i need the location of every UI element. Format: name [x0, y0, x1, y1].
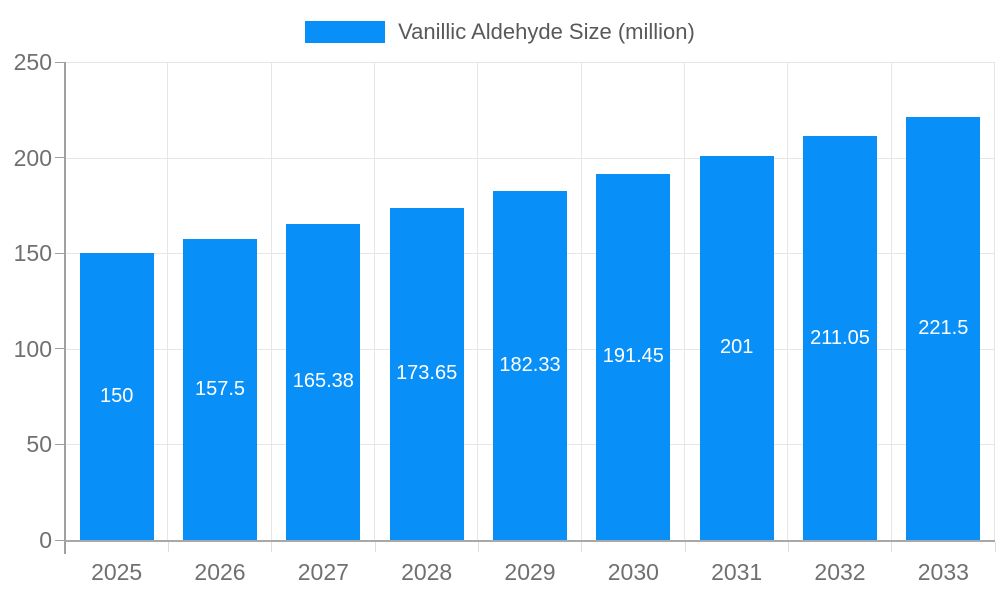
bar[interactable]: 211.05 — [803, 136, 877, 540]
bar-value-label: 173.65 — [396, 362, 458, 385]
bar[interactable]: 182.33 — [493, 191, 567, 540]
v-gridline — [167, 62, 169, 540]
h-gridline — [65, 62, 995, 63]
v-gridline — [374, 62, 375, 540]
bar[interactable]: 173.65 — [389, 207, 464, 540]
x-axis-tick — [684, 542, 686, 552]
bar[interactable]: 150 — [79, 253, 154, 540]
bar-value-label: 157.5 — [194, 377, 246, 400]
legend-label: Vanillic Aldehyde Size (million) — [398, 19, 695, 44]
h-gridline — [65, 157, 995, 159]
x-axis-label: 2028 — [401, 559, 453, 585]
plot-area: 150 157.5 165.38 173.65 182.33 191.45 201 211.0… — [65, 62, 995, 540]
bar[interactable]: 201 — [699, 155, 774, 540]
x-axis-tick — [477, 542, 479, 552]
y-axis-tick — [55, 61, 65, 63]
y-axis-tick — [55, 157, 65, 159]
bar-value-label: 191.45 — [602, 345, 664, 368]
bar-value-label: 182.33 — [499, 354, 561, 377]
x-axis-label: 2030 — [607, 559, 659, 585]
y-axis-label: 200 — [13, 144, 52, 171]
v-gridline — [684, 62, 685, 540]
bar[interactable]: 165.38 — [286, 223, 361, 540]
bar-value-label: 150 — [99, 385, 134, 408]
bar[interactable]: 221.5 — [906, 116, 981, 540]
bar-value-label: 221.5 — [918, 316, 969, 339]
x-axis-label: 2033 — [917, 559, 969, 585]
x-axis-tick — [167, 542, 169, 552]
y-axis-label: 150 — [13, 240, 52, 267]
bar-value-label: 165.38 — [292, 370, 354, 393]
legend-swatch — [305, 21, 386, 43]
v-gridline — [477, 62, 479, 540]
v-gridline — [580, 62, 582, 540]
x-axis-line — [65, 540, 995, 542]
x-axis-tick — [787, 542, 789, 552]
x-axis-tick — [581, 542, 583, 552]
x-axis-label: 2031 — [711, 559, 763, 585]
x-axis-tick — [374, 542, 376, 552]
bar-value-label: 201 — [719, 336, 754, 359]
x-axis-label: 2029 — [504, 559, 556, 585]
x-axis-tick — [994, 542, 996, 552]
y-axis-label: 250 — [13, 49, 52, 75]
v-gridline — [890, 62, 892, 540]
x-axis-label: 2025 — [91, 559, 143, 585]
bar-value-label: 211.05 — [810, 326, 870, 349]
legend[interactable]: Vanillic Aldehyde Size (million) — [0, 20, 1000, 44]
bar[interactable]: 191.45 — [596, 173, 671, 540]
x-axis-label: 2027 — [297, 559, 349, 585]
y-axis-label: 100 — [13, 335, 52, 362]
v-gridline — [787, 62, 789, 540]
y-axis-tick — [55, 443, 65, 445]
bar[interactable]: 157.5 — [183, 238, 257, 540]
y-axis-tick — [55, 539, 65, 541]
y-axis-label: 50 — [26, 431, 52, 458]
x-axis-label: 2026 — [194, 559, 246, 585]
y-axis-label: 0 — [39, 527, 52, 553]
x-axis-tick — [271, 542, 273, 552]
x-axis-label: 2032 — [814, 559, 866, 585]
y-axis-line — [64, 62, 66, 554]
x-axis-tick — [891, 542, 893, 552]
v-gridline — [270, 62, 272, 540]
v-gridline — [994, 62, 995, 540]
y-axis-tick — [55, 348, 65, 350]
y-axis-tick — [55, 252, 65, 254]
